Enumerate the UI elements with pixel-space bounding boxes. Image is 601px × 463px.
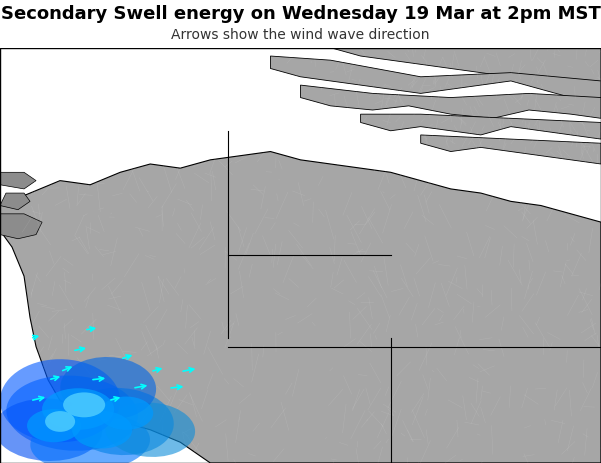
Ellipse shape bbox=[7, 375, 138, 451]
Polygon shape bbox=[421, 136, 601, 165]
Ellipse shape bbox=[30, 413, 150, 463]
Ellipse shape bbox=[0, 399, 102, 461]
Ellipse shape bbox=[67, 388, 174, 455]
Ellipse shape bbox=[0, 359, 120, 442]
Text: Secondary Swell energy on Wednesday 19 Mar at 2pm MST: Secondary Swell energy on Wednesday 19 M… bbox=[1, 5, 600, 23]
Ellipse shape bbox=[63, 393, 105, 418]
Ellipse shape bbox=[60, 357, 156, 419]
Polygon shape bbox=[270, 57, 601, 102]
Ellipse shape bbox=[99, 397, 153, 430]
Ellipse shape bbox=[42, 388, 114, 430]
Polygon shape bbox=[300, 86, 601, 119]
Ellipse shape bbox=[72, 411, 132, 449]
Polygon shape bbox=[331, 49, 601, 90]
Text: Arrows show the wind wave direction: Arrows show the wind wave direction bbox=[171, 28, 430, 42]
Polygon shape bbox=[361, 115, 601, 140]
Polygon shape bbox=[0, 152, 601, 463]
Ellipse shape bbox=[105, 403, 195, 457]
Ellipse shape bbox=[27, 409, 81, 442]
Polygon shape bbox=[0, 194, 30, 210]
Polygon shape bbox=[0, 173, 36, 189]
Polygon shape bbox=[0, 214, 42, 239]
Ellipse shape bbox=[45, 411, 75, 432]
